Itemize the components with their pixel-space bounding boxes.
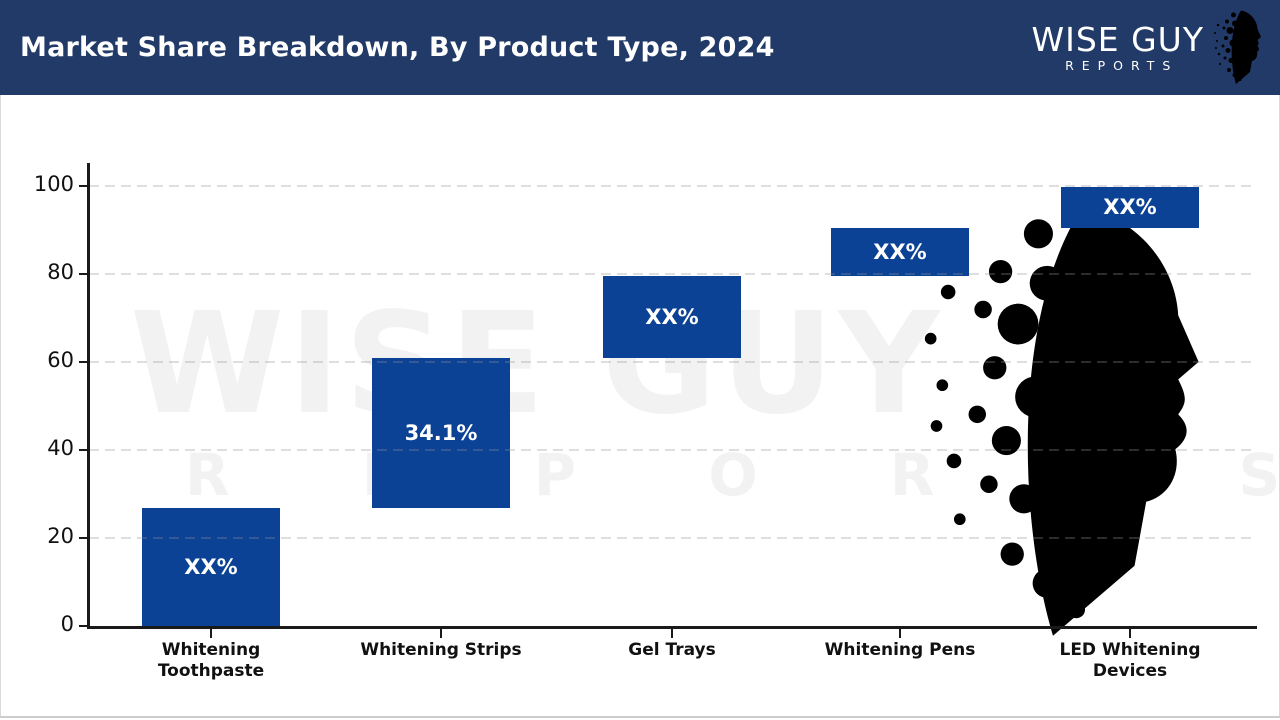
logo-wordmark: WISE GUY bbox=[1031, 19, 1204, 59]
y-tick-mark-60 bbox=[79, 361, 88, 363]
gridline-40 bbox=[89, 449, 1256, 451]
bar-value-label-led-whitening-devices: XX% bbox=[1103, 195, 1157, 220]
y-tick-mark-0 bbox=[79, 625, 88, 627]
bar-gel-trays: XX% bbox=[603, 275, 741, 358]
x-tick-mark-led-whitening-devices bbox=[1129, 629, 1131, 638]
left-border bbox=[0, 95, 1, 718]
bar-value-label-whitening-strips: 34.1% bbox=[404, 420, 478, 445]
x-axis-line bbox=[87, 626, 1257, 629]
bar-led-whitening-devices: XX% bbox=[1061, 186, 1199, 228]
y-tick-label-100: 100 bbox=[33, 172, 74, 196]
y-tick-mark-100 bbox=[79, 185, 88, 187]
bar-whitening-pens: XX% bbox=[831, 227, 969, 276]
y-tick-mark-80 bbox=[79, 273, 88, 275]
bar-whitening-strips: 34.1% bbox=[372, 357, 510, 508]
logo-face-icon bbox=[1214, 10, 1261, 84]
y-tick-label-40: 40 bbox=[47, 436, 74, 460]
bottom-border-line bbox=[0, 716, 1280, 718]
bar-value-label-gel-trays: XX% bbox=[645, 304, 699, 329]
bar-value-label-whitening-toothpaste: XX% bbox=[184, 554, 238, 579]
logo-text: WISE GUY REPORTS bbox=[1031, 23, 1204, 73]
x-tick-label-whitening-strips: Whitening Strips bbox=[360, 640, 522, 660]
x-tick-mark-whitening-toothpaste bbox=[210, 629, 212, 638]
chart-area: 0 20 40 60 80 100 XX% 34.1% XX% XX% XX% Whitening T… bbox=[0, 95, 1280, 717]
gridline-80 bbox=[89, 273, 1256, 275]
x-tick-label-whitening-pens: Whitening Pens bbox=[824, 640, 976, 660]
chart-title: Market Share Breakdown, By Product Type,… bbox=[20, 32, 775, 63]
y-tick-label-80: 80 bbox=[47, 260, 74, 284]
gridline-100 bbox=[89, 185, 1256, 187]
y-tick-label-20: 20 bbox=[47, 524, 74, 548]
y-tick-mark-40 bbox=[79, 449, 88, 451]
x-tick-mark-whitening-pens bbox=[899, 629, 901, 638]
x-tick-label-whitening-toothpaste: Whitening Toothpaste bbox=[157, 640, 265, 682]
x-tick-label-gel-trays: Gel Trays bbox=[628, 640, 716, 660]
y-axis-line bbox=[87, 163, 90, 626]
wise-guy-reports-logo: WISE GUY REPORTS bbox=[1031, 0, 1280, 95]
x-tick-mark-whitening-strips bbox=[440, 629, 442, 638]
x-tick-mark-gel-trays bbox=[671, 629, 673, 638]
gridline-20 bbox=[89, 537, 1256, 539]
y-tick-label-0: 0 bbox=[60, 612, 74, 636]
y-tick-mark-20 bbox=[79, 537, 88, 539]
x-tick-label-led-whitening-devices: LED Whitening Devices bbox=[1059, 640, 1201, 682]
y-tick-label-60: 60 bbox=[47, 348, 74, 372]
bar-value-label-whitening-pens: XX% bbox=[873, 239, 927, 264]
bar-whitening-toothpaste: XX% bbox=[142, 507, 280, 626]
gridline-60 bbox=[89, 361, 1256, 363]
header-bar: Market Share Breakdown, By Product Type,… bbox=[0, 0, 1280, 95]
watermark-text-wiseguy: WISE GUY bbox=[130, 283, 944, 446]
logo-subtitle: REPORTS bbox=[1065, 57, 1179, 73]
